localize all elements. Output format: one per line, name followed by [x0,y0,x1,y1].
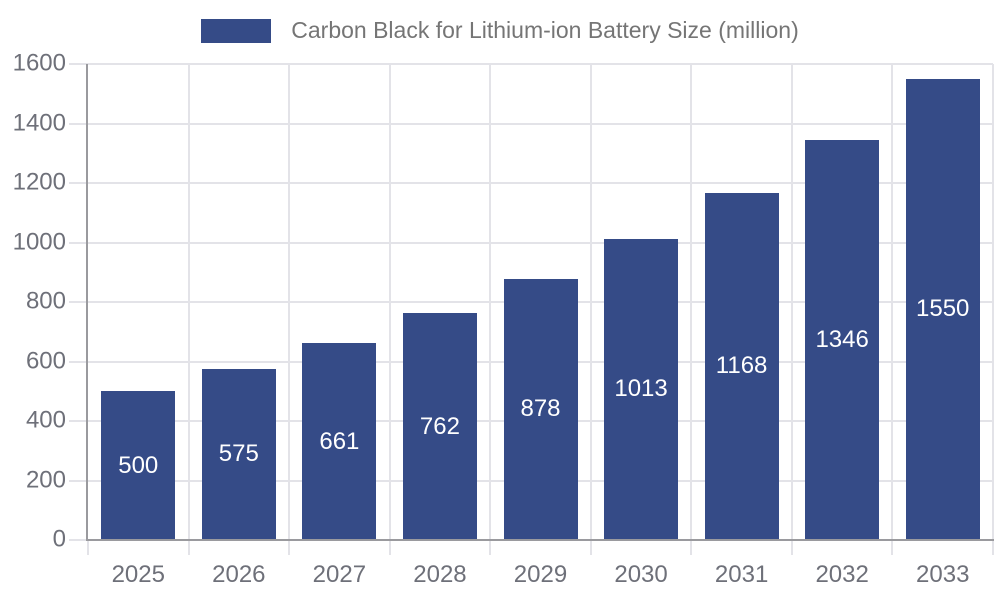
x-gridline [388,64,391,540]
x-axis-tick [992,541,994,555]
y-tick-label: 0 [52,525,66,553]
y-axis-line [86,64,88,541]
y-gridline [88,122,993,125]
bar-2031: 1168 [704,192,779,540]
bar-value-label: 1168 [715,352,768,380]
y-axis-tick [69,539,88,541]
x-axis-tick [288,541,291,555]
y-tick-label: 600 [25,346,66,374]
y-tick-label: 800 [25,287,66,315]
x-axis-tick [187,541,190,555]
bar-value-label: 762 [419,412,460,440]
x-gridline [891,64,894,540]
x-axis-tick [690,541,693,555]
legend-item[interactable]: Carbon Black for Lithium-ion Battery Siz… [201,17,799,44]
y-tick-label: 1200 [12,168,66,196]
x-tick-label: 2032 [815,561,869,588]
x-axis-tick [790,541,793,555]
y-axis-tick [69,420,88,422]
x-axis-tick [891,541,894,555]
y-axis-tick [69,301,88,303]
y-axis-tick [69,360,88,363]
legend-label: Carbon Black for Lithium-ion Battery Siz… [291,17,799,43]
x-tick-label: 2027 [312,561,367,588]
bar-value-label: 1013 [614,375,668,403]
x-axis-tick [388,541,391,555]
y-axis-tick [69,241,88,244]
bar-2027: 661 [302,343,377,540]
y-tick-label: 400 [25,406,66,434]
x-tick-label: 2029 [513,561,568,588]
y-axis-tick [69,122,88,125]
bar-2028: 762 [402,313,477,540]
x-tick-label: 2025 [111,561,165,588]
bar-2026: 575 [201,368,276,540]
x-axis-tick [489,541,492,555]
y-axis-tick [69,63,88,65]
bar-2033: 1550 [905,78,980,540]
bar-2025: 500 [101,391,176,540]
y-gridline [88,63,993,65]
y-axis-tick [69,182,88,184]
bar-2032: 1346 [805,139,880,540]
x-tick-label: 2028 [413,561,467,588]
x-axis-line [86,539,994,541]
bar-value-label: 878 [520,395,561,423]
x-gridline [589,64,592,540]
legend-marker-icon [201,18,272,43]
x-gridline [187,64,190,540]
y-axis-tick [69,479,88,482]
x-gridline [489,64,492,540]
x-gridline [690,64,693,540]
x-axis-tick [87,541,89,555]
x-gridline [992,64,994,540]
x-tick-label: 2026 [212,561,266,588]
y-gridline [88,241,993,244]
y-tick-label: 1600 [12,49,66,77]
x-axis-tick [589,541,592,555]
y-gridline [88,182,993,184]
x-tick-label: 2030 [614,561,668,588]
x-gridline [790,64,793,540]
bar-2030: 1013 [604,238,679,540]
x-tick-label: 2031 [714,561,769,588]
bar-value-label: 661 [319,427,360,455]
y-tick-label: 200 [25,465,66,493]
bar-value-label: 1550 [916,295,970,323]
x-tick-label: 2033 [916,561,970,588]
legend: Carbon Black for Lithium-ion Battery Siz… [0,17,1000,44]
bar-2029: 878 [503,278,578,540]
y-tick-label: 1000 [12,227,66,255]
y-tick-label: 1400 [12,108,66,136]
x-gridline [288,64,291,540]
bar-value-label: 500 [118,451,159,479]
bar-value-label: 575 [218,440,259,468]
bar-value-label: 1346 [815,325,869,353]
